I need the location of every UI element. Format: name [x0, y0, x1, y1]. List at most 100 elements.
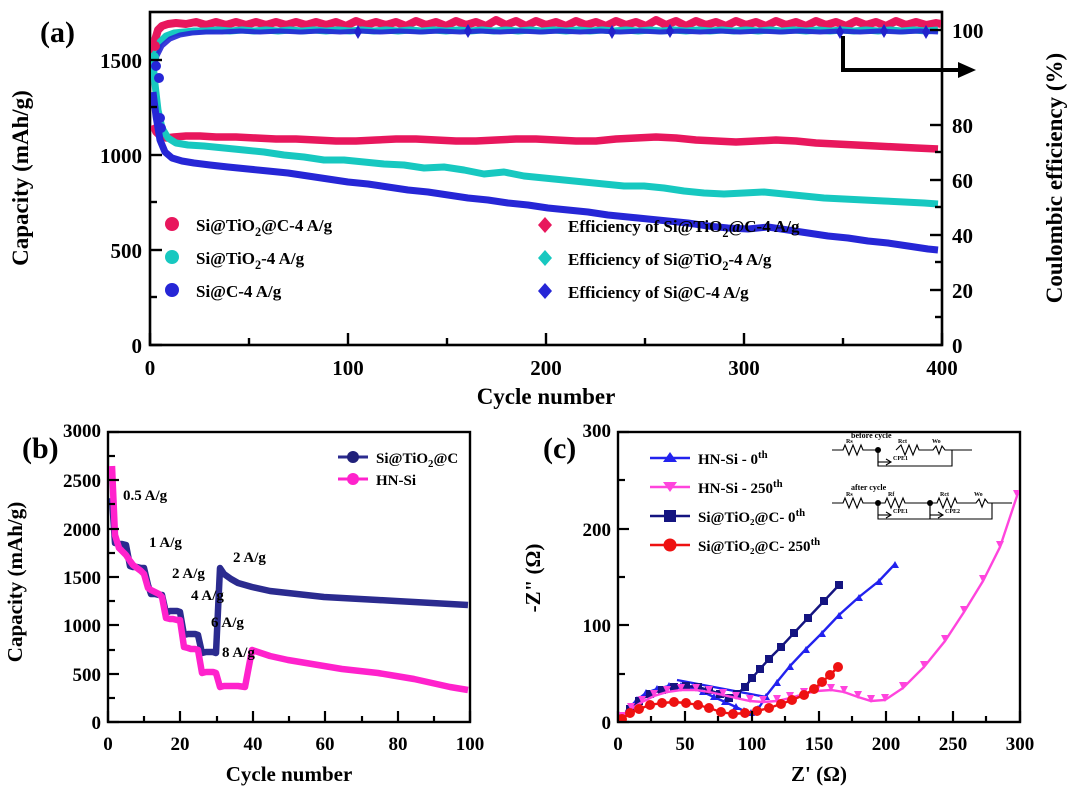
panel-c-xlabel: Z' (Ω)	[791, 762, 847, 786]
panel-c-ytick-0: 0	[602, 713, 612, 734]
panel-b-ytick-2000: 2000	[63, 520, 101, 541]
circuit-after-label-cpe1: CPE1	[893, 509, 908, 515]
rate-label-3: 4 A/g	[191, 588, 224, 604]
legend-marker-eff-sitioc	[538, 217, 552, 233]
legend-label-c-hnsi250: HN-Si - 250th	[698, 478, 783, 497]
panel-a-xtick-100: 100	[332, 356, 364, 380]
panel-b-xticks	[106, 711, 472, 722]
legend-label-sic: Si@C-4 A/g	[196, 282, 282, 301]
panel-c: (c)	[521, 421, 1034, 786]
panel-a-rtick-60: 60	[952, 169, 973, 193]
panel-b-xtick-0: 0	[103, 734, 113, 755]
legend-marker-sitio	[165, 250, 179, 264]
panel-a-rtick-100: 100	[952, 19, 984, 43]
series-c-hnsi-250-line	[621, 495, 1019, 719]
legend-label-c-sitioc250: Si@TiO₂@C- 250th	[698, 536, 820, 555]
legend-marker-c-hnsi0	[663, 452, 677, 462]
circuit-after-label-rs: Rs	[846, 492, 853, 498]
panel-c-ytick-300: 300	[583, 421, 612, 442]
panel-b-yticks	[108, 430, 119, 724]
circuit-after-title: after cycle	[851, 483, 887, 492]
series-capacity-sitioc	[151, 123, 939, 153]
legend-label-sitioc: Si@TiO2@C-4 A/g	[196, 216, 333, 239]
circuit-before-cycle: before cycle Rs Rct Wo CPE1	[832, 431, 972, 467]
legend-label-eff-sitio: Efficiency of Si@TiO2-4 A/g	[568, 250, 772, 273]
right-axis-arrow	[841, 36, 976, 78]
panel-a-xtick-400: 400	[926, 356, 958, 380]
panel-c-xticks	[616, 711, 1022, 722]
panel-c-xtick-100: 100	[738, 734, 767, 755]
circuit-before-label-wo: Wo	[932, 439, 941, 445]
panel-b: (b) 0 500 1000 1500	[3, 421, 484, 786]
panel-b-ytick-3000: 3000	[63, 421, 101, 442]
circuit-after-cycle: after cycle Rs Rf Rct Wo CPE1 CPE2	[832, 483, 1012, 520]
panel-a-xlabel: Cycle number	[477, 384, 616, 409]
legend-marker-c-sitioc0	[664, 510, 676, 522]
panel-b-xtick-40: 40	[244, 734, 263, 755]
panel-b-tag: (b)	[22, 432, 59, 465]
panel-a-tag: (a)	[40, 16, 75, 49]
legend-marker-eff-sitio	[538, 250, 552, 266]
panel-c-yticks	[618, 430, 629, 724]
panel-a-ytick-1500: 1500	[100, 49, 142, 73]
panel-a-legend-capacity: Si@TiO2@C-4 A/g Si@TiO2-4 A/g Si@C-4 A/g	[165, 216, 333, 301]
circuit-after-label-wo: Wo	[974, 492, 983, 498]
circuit-after-label-cpe2: CPE2	[945, 509, 960, 515]
panel-b-rate-labels: 0.5 A/g 1 A/g 2 A/g 4 A/g 6 A/g 8 A/g 2 …	[123, 488, 266, 661]
panel-a-ylabel: Capacity (mAh/g)	[8, 90, 33, 266]
legend-marker-c-hnsi250	[663, 482, 677, 492]
rate-label-1: 1 A/g	[149, 535, 182, 551]
series-eff-sic	[151, 28, 939, 73]
legend-marker-b-sitioc	[347, 451, 359, 463]
panel-b-xtick-60: 60	[316, 734, 335, 755]
panel-a-rtick-40: 40	[952, 224, 973, 248]
series-b-sitioc	[109, 497, 469, 657]
series-c-sitioc-250-markers	[619, 662, 843, 721]
circuit-before-node	[875, 447, 881, 453]
series-capacity-sic	[151, 91, 939, 254]
panel-b-ytick-0: 0	[92, 713, 102, 734]
series-eff-sitio	[151, 26, 939, 67]
panel-b-legend: Si@TiO2@C HN-Si	[338, 451, 458, 489]
panel-a-xticks	[148, 333, 944, 345]
panel-b-ytick-1000: 1000	[63, 616, 101, 637]
panel-a: (a)	[8, 10, 1067, 409]
panel-b-xlabel: Cycle number	[226, 762, 353, 786]
panel-a-xtick-200: 200	[530, 356, 562, 380]
panel-a-legend-efficiency: Efficiency of Si@TiO2@C-4 A/g Efficiency…	[538, 217, 800, 302]
panel-a-ytick-1000: 1000	[100, 144, 142, 168]
circuit-before-label-rs: Rs	[846, 439, 853, 445]
panel-a-xtick-0: 0	[145, 356, 156, 380]
legend-marker-c-sitioc250	[663, 538, 677, 552]
series-capacity-sitio	[151, 62, 939, 208]
panel-a-data	[151, 16, 941, 254]
legend-label-eff-sic: Efficiency of Si@C-4 A/g	[568, 283, 749, 302]
panel-c-xtick-200: 200	[872, 734, 901, 755]
panel-c-xtick-150: 150	[805, 734, 834, 755]
circuit-before-label-rct: Rct	[898, 439, 907, 445]
legend-label-sitio: Si@TiO2-4 A/g	[196, 249, 305, 272]
panel-a-right-ticks	[930, 28, 942, 347]
panel-c-legend: HN-Si - 0th HN-Si - 250th Si@TiO₂@C- 0th…	[650, 449, 820, 555]
panel-a-left-ticks	[150, 58, 162, 347]
panel-b-ytick-1500: 1500	[63, 568, 101, 589]
rate-label-0: 0.5 A/g	[123, 488, 168, 504]
panel-a-rtick-20: 20	[952, 279, 973, 303]
circuit-after-label-rct: Rct	[940, 492, 949, 498]
legend-label-eff-sitioc: Efficiency of Si@TiO2@C-4 A/g	[568, 217, 800, 240]
series-eff-sitioc	[151, 16, 941, 59]
panel-a-xtick-300: 300	[728, 356, 760, 380]
panel-a-ytick-500: 500	[111, 239, 143, 263]
legend-marker-sic	[165, 283, 179, 297]
panel-c-tag: (c)	[543, 432, 576, 465]
circuit-before-title: before cycle	[851, 431, 892, 440]
panel-c-ytick-200: 200	[583, 520, 612, 541]
panel-b-xtick-80: 80	[389, 734, 408, 755]
panel-c-ytick-100: 100	[583, 616, 612, 637]
rate-label-6: 2 A/g	[233, 550, 266, 566]
panel-c-xtick-50: 50	[676, 734, 695, 755]
series-b-hnsi	[109, 465, 469, 694]
panel-b-data	[109, 465, 469, 694]
